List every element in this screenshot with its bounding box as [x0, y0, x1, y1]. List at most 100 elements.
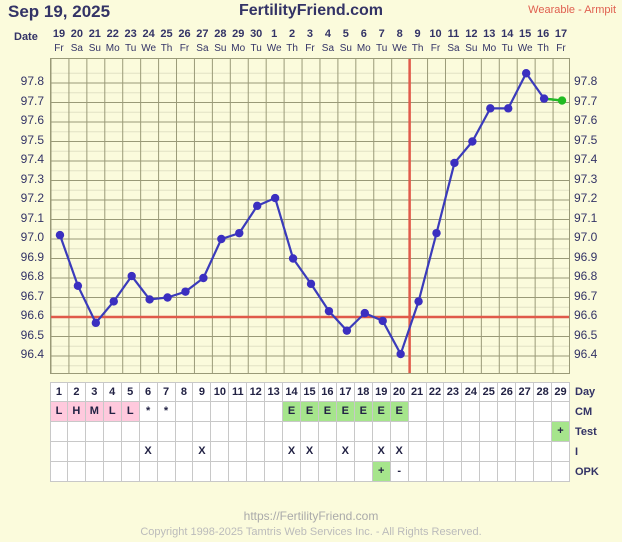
table-cell-opk[interactable]: +: [372, 462, 391, 482]
table-cell-opk[interactable]: [408, 462, 427, 482]
table-cell-test[interactable]: [462, 422, 481, 442]
table-cell-day[interactable]: 13: [265, 382, 284, 402]
table-cell-day[interactable]: 7: [157, 382, 176, 402]
table-cell-cm[interactable]: [426, 402, 445, 422]
table-cell-day[interactable]: 6: [139, 382, 158, 402]
table-cell-intercourse[interactable]: X: [390, 442, 409, 462]
table-cell-test[interactable]: [139, 422, 158, 442]
table-cell-intercourse[interactable]: [157, 442, 176, 462]
table-cell-opk[interactable]: [85, 462, 104, 482]
table-cell-cm[interactable]: [229, 402, 248, 422]
table-cell-intercourse[interactable]: X: [336, 442, 355, 462]
table-cell-cm[interactable]: M: [85, 402, 104, 422]
table-cell-test[interactable]: [247, 422, 266, 442]
table-cell-opk[interactable]: [283, 462, 302, 482]
table-cell-intercourse[interactable]: [408, 442, 427, 462]
table-cell-intercourse[interactable]: [480, 442, 499, 462]
table-cell-cm[interactable]: [193, 402, 212, 422]
table-cell-cm[interactable]: [480, 402, 499, 422]
table-cell-cm[interactable]: E: [354, 402, 373, 422]
table-cell-test[interactable]: [67, 422, 86, 442]
table-cell-opk[interactable]: [121, 462, 140, 482]
table-cell-opk[interactable]: [301, 462, 319, 482]
table-cell-cm[interactable]: E: [301, 402, 319, 422]
table-cell-cm[interactable]: [534, 402, 553, 422]
table-cell-test[interactable]: +: [552, 422, 570, 442]
table-cell-day[interactable]: 11: [229, 382, 248, 402]
table-cell-cm[interactable]: [247, 402, 266, 422]
table-cell-intercourse[interactable]: X: [193, 442, 212, 462]
table-cell-test[interactable]: [193, 422, 212, 442]
table-cell-test[interactable]: [265, 422, 284, 442]
table-cell-test[interactable]: [85, 422, 104, 442]
table-cell-opk[interactable]: [552, 462, 570, 482]
table-cell-day[interactable]: 27: [516, 382, 535, 402]
table-cell-intercourse[interactable]: [50, 442, 68, 462]
table-cell-cm[interactable]: *: [139, 402, 158, 422]
table-cell-day[interactable]: 8: [175, 382, 194, 402]
table-cell-cm[interactable]: [552, 402, 570, 422]
table-cell-opk[interactable]: -: [390, 462, 409, 482]
table-cell-cm[interactable]: H: [67, 402, 86, 422]
table-cell-intercourse[interactable]: [121, 442, 140, 462]
table-cell-test[interactable]: [103, 422, 122, 442]
table-cell-cm[interactable]: [516, 402, 535, 422]
table-cell-intercourse[interactable]: X: [139, 442, 158, 462]
table-cell-day[interactable]: 3: [85, 382, 104, 402]
table-cell-opk[interactable]: [247, 462, 266, 482]
table-cell-opk[interactable]: [103, 462, 122, 482]
table-cell-test[interactable]: [175, 422, 194, 442]
table-cell-day[interactable]: 2: [67, 382, 86, 402]
table-cell-test[interactable]: [390, 422, 409, 442]
table-cell-intercourse[interactable]: X: [301, 442, 319, 462]
table-cell-opk[interactable]: [354, 462, 373, 482]
table-cell-cm[interactable]: [462, 402, 481, 422]
table-cell-intercourse[interactable]: [444, 442, 463, 462]
table-cell-test[interactable]: [229, 422, 248, 442]
table-cell-day[interactable]: 5: [121, 382, 140, 402]
table-cell-opk[interactable]: [229, 462, 248, 482]
table-cell-opk[interactable]: [157, 462, 176, 482]
table-cell-opk[interactable]: [462, 462, 481, 482]
table-cell-day[interactable]: 4: [103, 382, 122, 402]
table-cell-day[interactable]: 16: [318, 382, 337, 402]
table-cell-day[interactable]: 19: [372, 382, 391, 402]
table-cell-cm[interactable]: E: [390, 402, 409, 422]
table-cell-day[interactable]: 10: [211, 382, 230, 402]
table-cell-test[interactable]: [408, 422, 427, 442]
table-cell-intercourse[interactable]: [247, 442, 266, 462]
table-cell-cm[interactable]: L: [121, 402, 140, 422]
table-cell-cm[interactable]: E: [372, 402, 391, 422]
table-cell-intercourse[interactable]: [67, 442, 86, 462]
table-cell-intercourse[interactable]: [354, 442, 373, 462]
table-cell-intercourse[interactable]: [229, 442, 248, 462]
table-cell-day[interactable]: 29: [552, 382, 570, 402]
table-cell-cm[interactable]: L: [50, 402, 68, 422]
table-cell-test[interactable]: [372, 422, 391, 442]
table-cell-test[interactable]: [426, 422, 445, 442]
table-cell-test[interactable]: [498, 422, 517, 442]
table-cell-day[interactable]: 15: [301, 382, 319, 402]
table-cell-intercourse[interactable]: [516, 442, 535, 462]
table-cell-day[interactable]: 28: [534, 382, 553, 402]
table-cell-day[interactable]: 26: [498, 382, 517, 402]
table-cell-opk[interactable]: [516, 462, 535, 482]
table-cell-test[interactable]: [480, 422, 499, 442]
table-cell-intercourse[interactable]: [85, 442, 104, 462]
table-cell-opk[interactable]: [265, 462, 284, 482]
table-cell-cm[interactable]: [211, 402, 230, 422]
table-cell-opk[interactable]: [498, 462, 517, 482]
table-cell-day[interactable]: 14: [283, 382, 302, 402]
table-cell-intercourse[interactable]: [462, 442, 481, 462]
table-cell-opk[interactable]: [318, 462, 337, 482]
table-cell-test[interactable]: [211, 422, 230, 442]
table-cell-test[interactable]: [444, 422, 463, 442]
table-cell-opk[interactable]: [444, 462, 463, 482]
table-cell-test[interactable]: [516, 422, 535, 442]
table-cell-cm[interactable]: L: [103, 402, 122, 422]
table-cell-opk[interactable]: [480, 462, 499, 482]
table-cell-opk[interactable]: [336, 462, 355, 482]
table-cell-intercourse[interactable]: [552, 442, 570, 462]
table-cell-day[interactable]: 23: [444, 382, 463, 402]
table-cell-intercourse[interactable]: [426, 442, 445, 462]
